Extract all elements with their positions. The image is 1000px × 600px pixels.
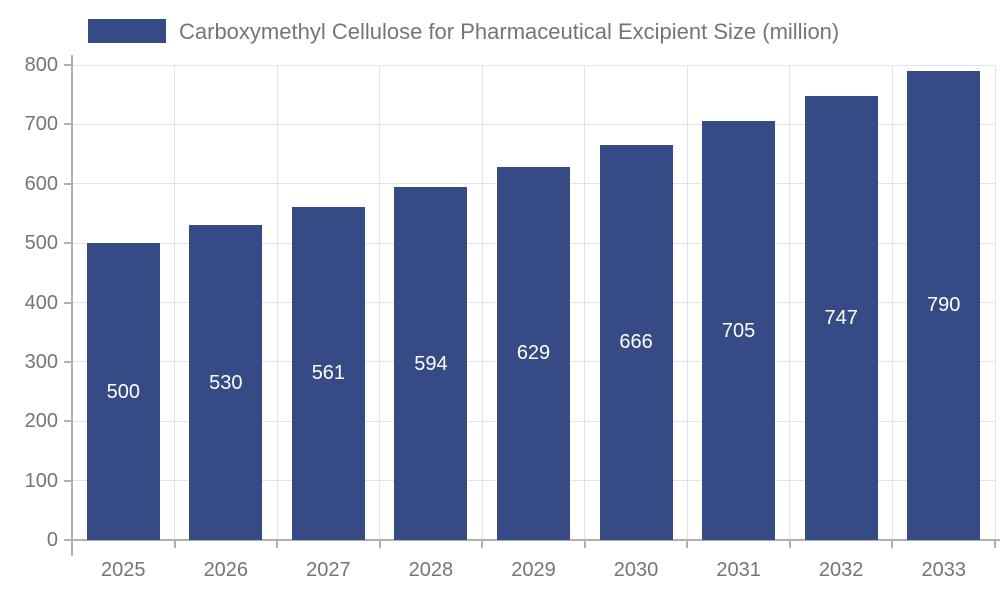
- v-gridline: [789, 65, 791, 540]
- x-axis-tick: [788, 540, 791, 548]
- x-axis-tick: [994, 540, 996, 548]
- x-tick-label: 2027: [306, 559, 351, 581]
- y-tick-label: 600: [24, 172, 58, 195]
- legend-swatch: [88, 19, 166, 43]
- x-tick-label: 2033: [921, 559, 966, 581]
- x-axis-tick: [583, 540, 586, 548]
- y-tick-label: 200: [24, 410, 58, 433]
- bar-value-label: 790: [927, 294, 961, 317]
- y-axis-tick: [64, 123, 72, 126]
- x-tick-label: 2029: [511, 559, 556, 581]
- bar-value-label: 705: [721, 319, 756, 342]
- x-axis-tick: [276, 540, 279, 548]
- y-tick-label: 700: [24, 113, 58, 136]
- h-gridline: [72, 64, 995, 66]
- x-tick-label: 2032: [818, 559, 864, 581]
- x-axis-tick: [891, 540, 894, 548]
- x-axis-tick: [686, 540, 689, 548]
- y-axis-tick: [64, 479, 72, 482]
- bar-value-label: 530: [209, 371, 243, 394]
- bar: [804, 96, 878, 540]
- x-tick-label: 2031: [716, 559, 761, 581]
- x-axis-tick: [378, 540, 381, 548]
- y-tick-label: 500: [24, 232, 58, 255]
- y-axis-tick: [64, 360, 72, 363]
- x-axis-tick: [173, 540, 176, 548]
- y-tick-label: 100: [24, 469, 58, 492]
- x-axis-tick: [481, 540, 484, 548]
- v-gridline: [276, 65, 278, 540]
- x-tick-label: 2025: [101, 559, 146, 581]
- v-gridline: [379, 65, 381, 540]
- bar: [394, 187, 468, 540]
- x-tick-label: 2026: [203, 559, 249, 581]
- y-axis-tick: [64, 64, 72, 66]
- bar-value-label: 594: [414, 352, 448, 375]
- y-axis-tick: [64, 301, 72, 304]
- x-axis-line: [64, 539, 1000, 541]
- bar: [189, 225, 263, 540]
- x-tick-label: 2028: [408, 559, 454, 581]
- y-tick-label: 400: [24, 291, 58, 314]
- y-axis-tick: [64, 242, 72, 245]
- bar: [291, 206, 365, 540]
- legend-label: Carboxymethyl Cellulose for Pharmaceutic…: [179, 19, 840, 44]
- bar: [599, 144, 673, 540]
- y-axis-tick: [64, 182, 72, 185]
- bar-value-label: 747: [824, 307, 858, 330]
- v-gridline: [891, 65, 893, 540]
- v-gridline: [481, 65, 483, 540]
- v-gridline: [994, 65, 996, 540]
- y-tick-label: 800: [24, 54, 58, 76]
- y-axis-line: [71, 55, 73, 556]
- bar: [907, 70, 981, 540]
- x-axis-tick: [71, 540, 73, 548]
- y-tick-label: 0: [46, 529, 58, 551]
- bar-value-label: 500: [106, 380, 140, 403]
- x-tick-label: 2030: [613, 559, 659, 581]
- v-gridline: [584, 65, 586, 540]
- bar: [86, 243, 160, 540]
- y-axis-tick: [64, 539, 72, 541]
- y-axis-tick: [64, 420, 72, 423]
- y-tick-label: 300: [24, 350, 58, 373]
- v-gridline: [686, 65, 688, 540]
- bar-value-label: 561: [311, 362, 346, 385]
- v-gridline: [174, 65, 176, 540]
- bar: [497, 166, 570, 540]
- bar-value-label: 666: [619, 331, 653, 354]
- bar: [702, 121, 776, 540]
- h-gridline: [72, 123, 995, 125]
- bar-value-label: 629: [516, 342, 551, 365]
